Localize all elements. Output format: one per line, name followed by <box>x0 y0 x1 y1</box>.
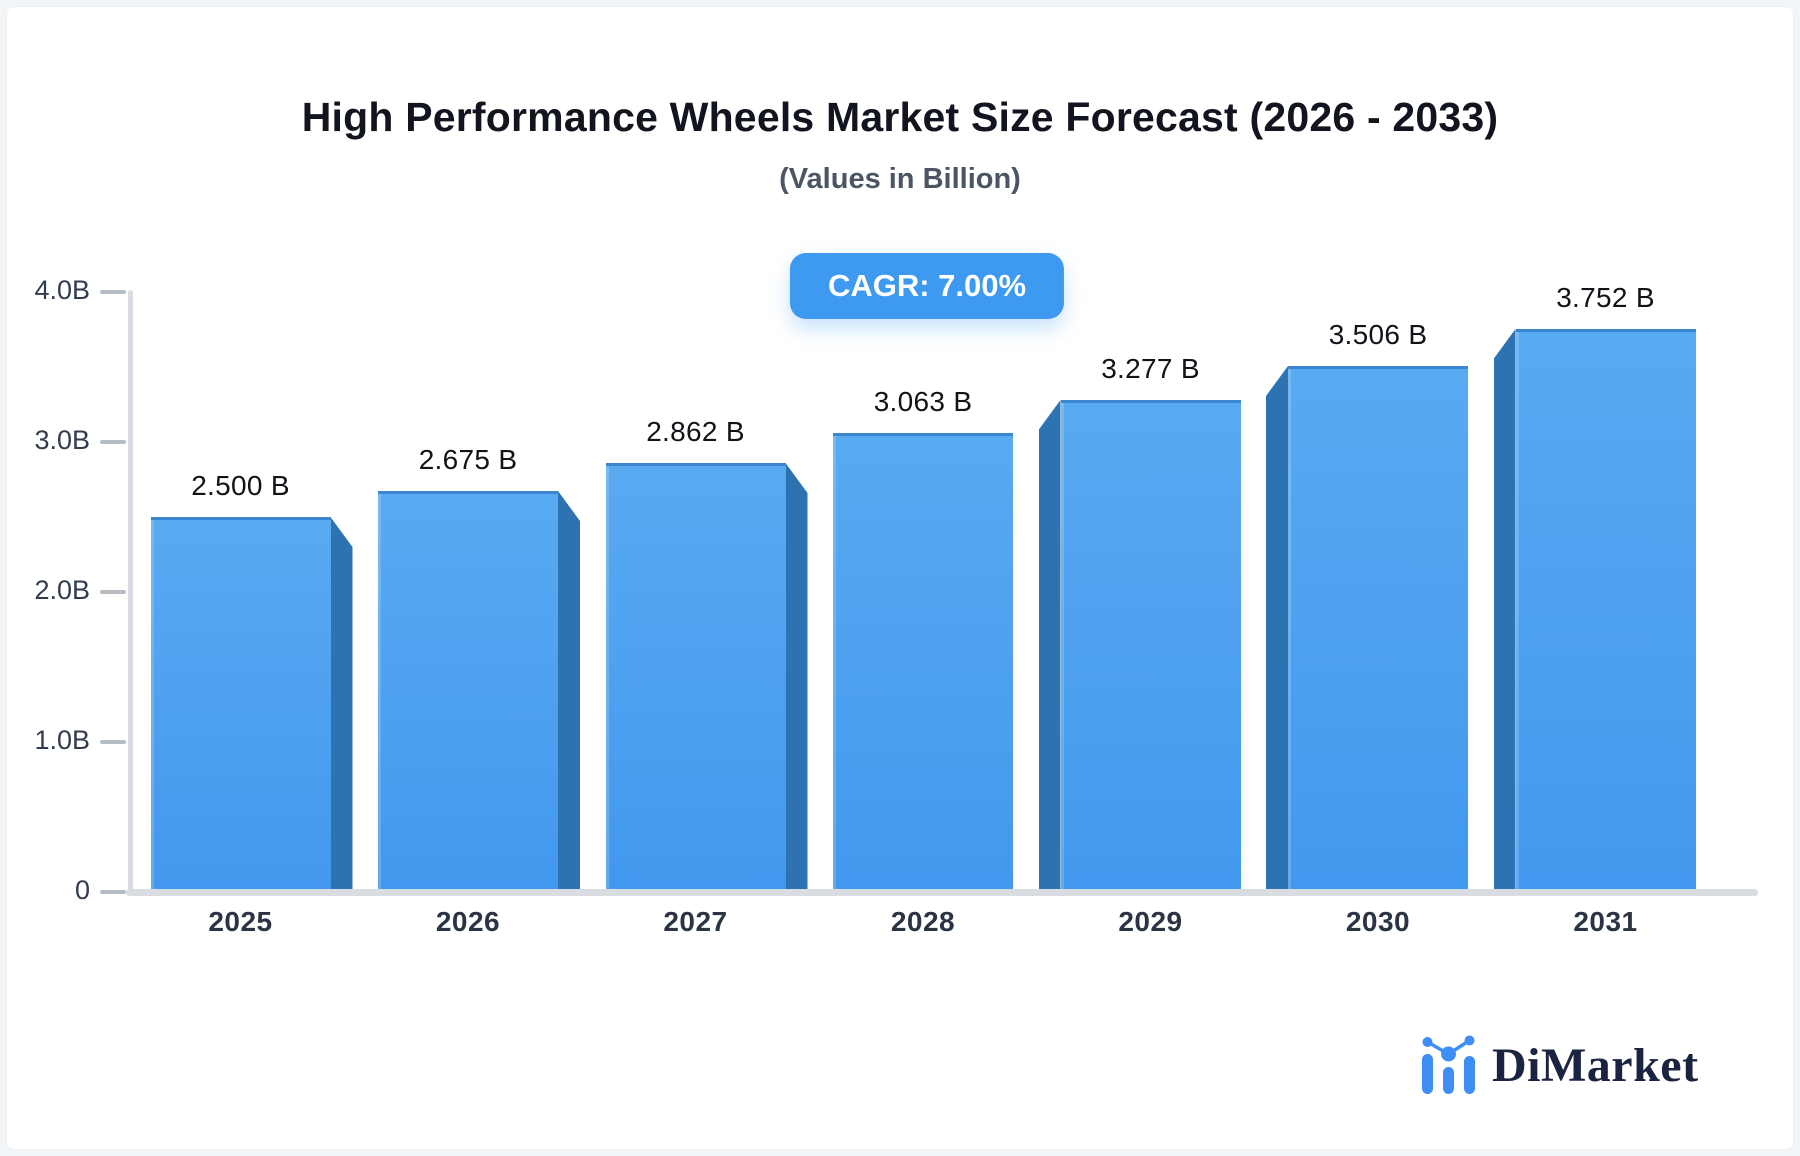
x-axis-baseline <box>126 889 1758 896</box>
x-axis-label-2029: 2029 <box>1118 906 1183 937</box>
y-axis-line <box>128 290 133 896</box>
y-axis-tick <box>100 890 126 894</box>
chart-title: High Performance Wheels Market Size Fore… <box>301 94 1499 140</box>
bar-value-label: 2.862 B <box>646 416 745 447</box>
bar-2026 <box>378 491 558 890</box>
x-axis-label-2028: 2028 <box>890 906 956 937</box>
y-axis-tick-label: 0 <box>74 875 90 905</box>
bar-side-face-2031 <box>1493 329 1516 890</box>
x-axis-label-2026: 2026 <box>435 906 501 937</box>
y-axis-tick-label: 1.0B <box>34 725 90 755</box>
bar-2031 <box>1515 329 1696 890</box>
y-axis-tick <box>100 590 126 594</box>
y-axis-tick-label: 3.0B <box>34 425 90 455</box>
bar-value-label: 2.500 B <box>191 470 290 501</box>
cagr-badge: CAGR: 7.00% <box>789 253 1065 319</box>
bar-2029 <box>1060 400 1241 890</box>
x-axis-label-2031: 2031 <box>1573 906 1638 937</box>
brand-name: DiMarket <box>1492 1038 1699 1092</box>
bar-value-label: 3.506 B <box>1328 319 1428 350</box>
bar-2028 <box>833 433 1013 890</box>
bar-value-label: 2.675 B <box>418 444 518 475</box>
bar-value-label: 3.063 B <box>873 386 973 417</box>
brand-logo: DiMarket <box>1420 1034 1699 1096</box>
bar-2027 <box>605 463 786 890</box>
bar-value-label: 3.277 B <box>1101 353 1200 384</box>
x-axis-label-2030: 2030 <box>1345 906 1411 937</box>
bar-2030 <box>1288 366 1468 890</box>
bar-side-face-2029 <box>1038 400 1061 890</box>
bar-side-face-2030 <box>1266 366 1288 890</box>
x-axis-label-2025: 2025 <box>208 906 273 937</box>
bar-side-face-2027 <box>785 463 808 890</box>
y-axis-tick <box>100 440 126 444</box>
bar-2025 <box>150 517 331 890</box>
chart-subtitle: (Values in Billion) <box>779 163 1021 195</box>
bar-value-label: 3.752 B <box>1556 282 1655 313</box>
y-axis-tick-label: 2.0B <box>34 575 90 605</box>
bar-side-face-2025 <box>330 517 353 890</box>
bar-side-face-2026 <box>558 491 580 890</box>
y-axis-tick-label: 4.0B <box>34 275 90 305</box>
bar-chart-logo-icon <box>1420 1034 1478 1096</box>
y-axis-tick <box>100 290 126 294</box>
y-axis-tick <box>100 740 126 744</box>
x-axis-label-2027: 2027 <box>663 906 728 937</box>
